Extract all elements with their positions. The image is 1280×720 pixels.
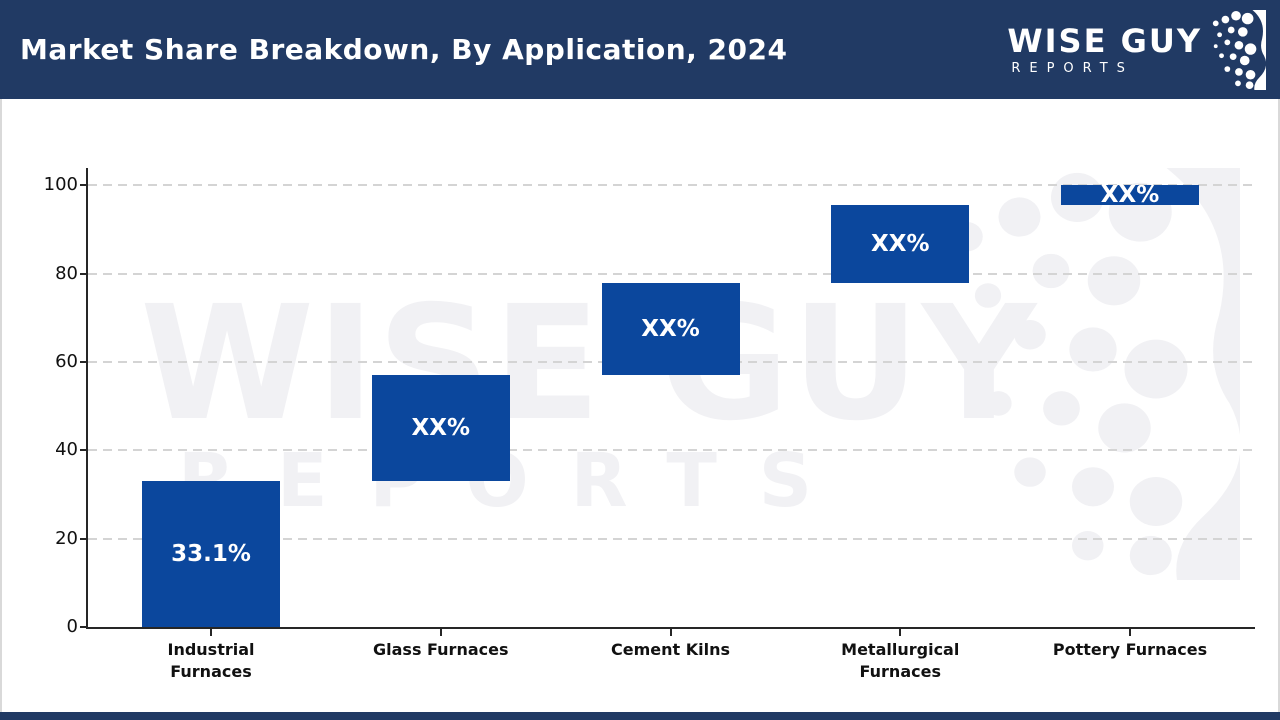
x-tick-mark <box>669 629 672 636</box>
figure-border <box>0 99 1280 712</box>
category-label: Metallurgical Furnaces <box>841 640 960 681</box>
x-tick-mark <box>1129 629 1131 636</box>
x-tick-mark <box>210 629 212 636</box>
wise-guy-logo: WISE GUY REPORTS <box>1007 9 1280 90</box>
category-label: Cement Kilns <box>610 640 730 659</box>
gridline-20 <box>88 537 1255 540</box>
logo-face-icon <box>1212 9 1266 90</box>
x-axis <box>86 627 1255 629</box>
y-tick-label: 40 <box>55 439 78 461</box>
y-tick-mark <box>80 184 88 187</box>
x-tick-mark <box>439 629 442 636</box>
page-title: Market Share Breakdown, By Application, … <box>20 33 788 66</box>
y-tick-label: 100 <box>43 174 78 196</box>
header: Market Share Breakdown, By Application, … <box>0 0 1280 99</box>
y-tick-label: 0 <box>66 616 78 637</box>
category-label: Industrial Furnaces <box>167 640 255 681</box>
y-axis <box>86 168 88 629</box>
bar-value-label: XX% <box>870 230 930 257</box>
bar-value-label: XX% <box>641 315 700 342</box>
bar-5: XX% <box>1061 182 1199 209</box>
footer-bar <box>0 712 1280 720</box>
category-label: Pottery Furnaces <box>1052 640 1208 659</box>
watermark-wiseguy-text: WISE GUY <box>140 272 1039 456</box>
bar-value-label: 33.1% <box>171 540 251 567</box>
gridline-40 <box>88 449 1255 452</box>
y-tick-mark <box>80 626 88 628</box>
y-tick-mark <box>80 361 88 364</box>
bar-3: XX% <box>601 282 740 376</box>
y-tick-label: 20 <box>55 527 78 549</box>
logo-text: WISE GUY REPORTS <box>1007 24 1202 76</box>
x-tick-mark <box>899 629 902 636</box>
bar-1: 33.1% <box>142 480 280 627</box>
bar-4: XX% <box>831 205 970 283</box>
y-tick-label: 60 <box>55 351 78 373</box>
bar-value-label: XX% <box>411 415 470 442</box>
y-tick-mark <box>80 272 88 275</box>
category-label: Glass Furnaces <box>373 640 509 659</box>
y-tick-label: 80 <box>55 262 78 284</box>
bar-2: XX% <box>371 375 510 481</box>
bar-value-label: XX% <box>1100 182 1160 209</box>
gridline-80 <box>88 272 1255 275</box>
logo-wiseguy-label: WISE GUY <box>1007 21 1202 60</box>
gridline-100 <box>88 184 1255 187</box>
y-tick-mark <box>80 537 88 540</box>
y-tick-mark <box>80 449 88 452</box>
logo-reports-label: REPORTS <box>1011 60 1134 76</box>
